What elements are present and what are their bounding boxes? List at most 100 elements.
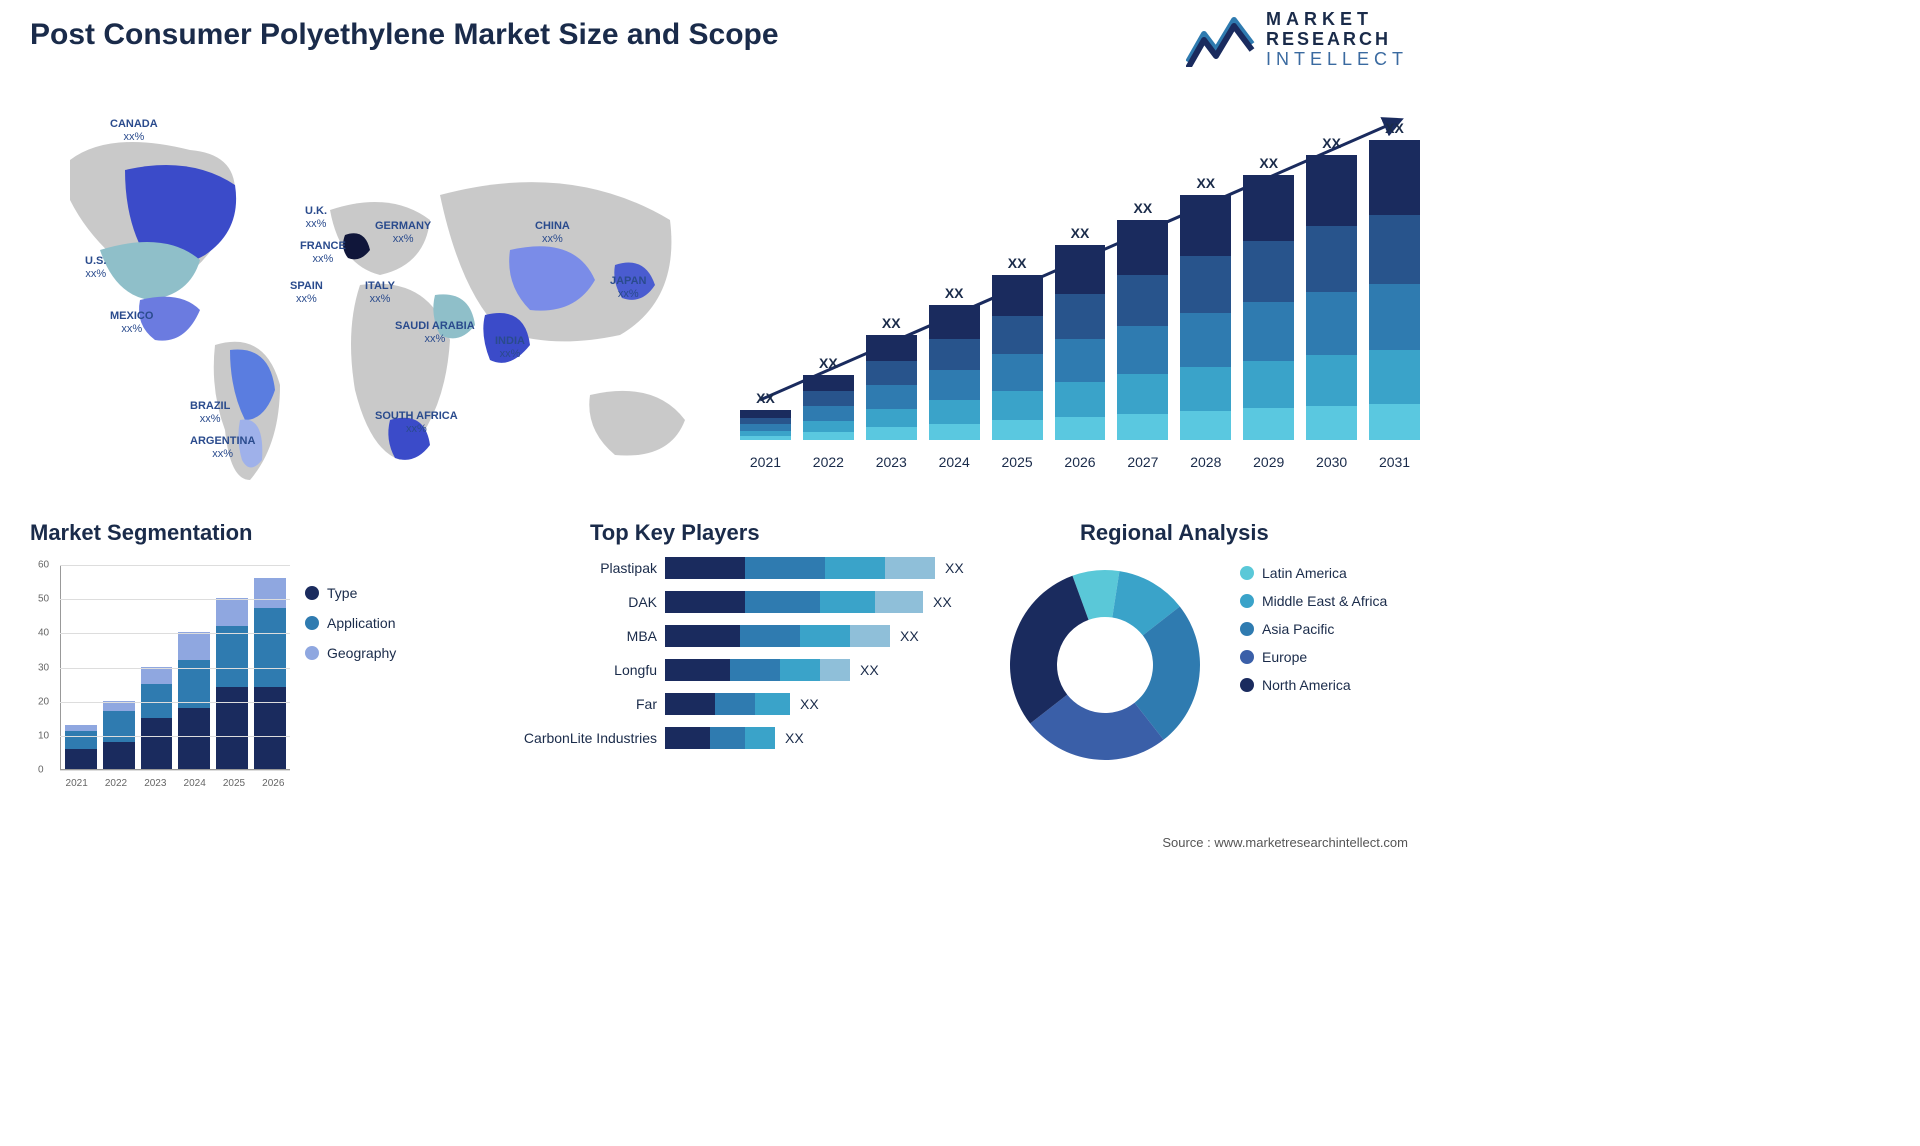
world-map: CANADAxx% U.S.xx% MEXICOxx% BRAZILxx% ARGENT… — [30, 100, 730, 500]
map-country-label: SAUDI ARABIAxx% — [395, 320, 475, 345]
map-country-label: SOUTH AFRICAxx% — [375, 410, 458, 435]
seg-legend-item: Application — [305, 615, 460, 631]
seg-legend-item: Geography — [305, 645, 460, 661]
map-country-label: JAPANxx% — [610, 275, 646, 300]
main-x-label: 2025 — [992, 454, 1043, 470]
regional-legend-item: Middle East & Africa — [1240, 593, 1420, 609]
seg-x-label: 2024 — [178, 778, 211, 789]
seg-gridline — [60, 736, 290, 737]
bar-value-label: XX — [756, 390, 775, 406]
source-label: Source : www.marketresearchintellect.com — [1162, 835, 1408, 850]
logo-text-2: RESEARCH — [1266, 30, 1408, 50]
seg-gridline — [60, 668, 290, 669]
seg-x-label: 2025 — [217, 778, 250, 789]
bar-value-label: XX — [1196, 175, 1215, 191]
main-bar-column: XX — [740, 390, 791, 440]
seg-y-label: 50 — [38, 594, 49, 605]
player-row: CarbonLite Industries XX — [500, 725, 980, 751]
player-value: XX — [860, 662, 879, 678]
seg-x-label: 2021 — [60, 778, 93, 789]
players-title: Top Key Players — [590, 520, 760, 546]
bar-value-label: XX — [819, 355, 838, 371]
segmentation-chart: 0102030405060 202120222023202420252026 T… — [30, 555, 460, 795]
map-country-label: U.K.xx% — [305, 205, 327, 230]
main-bar-column: XX — [803, 355, 854, 440]
seg-x-label: 2022 — [99, 778, 132, 789]
map-country-label: SPAINxx% — [290, 280, 323, 305]
player-name: Longfu — [500, 662, 665, 678]
main-bar-column: XX — [929, 285, 980, 440]
main-bar-column: XX — [1243, 155, 1294, 440]
main-x-label: 2028 — [1180, 454, 1231, 470]
seg-bar-column — [65, 725, 97, 769]
regional-legend-item: North America — [1240, 677, 1420, 693]
seg-gridline — [60, 599, 290, 600]
player-value: XX — [933, 594, 952, 610]
segmentation-title: Market Segmentation — [30, 520, 253, 546]
seg-x-label: 2023 — [139, 778, 172, 789]
player-value: XX — [945, 560, 964, 576]
market-size-chart: XXXXXXXXXXXXXXXXXXXXXX 20212022202320242… — [740, 100, 1420, 470]
player-name: CarbonLite Industries — [500, 730, 665, 746]
main-x-label: 2023 — [866, 454, 917, 470]
main-x-label: 2031 — [1369, 454, 1420, 470]
seg-gridline — [60, 702, 290, 703]
main-x-label: 2030 — [1306, 454, 1357, 470]
player-name: MBA — [500, 628, 665, 644]
player-value: XX — [900, 628, 919, 644]
map-country-label: GERMANYxx% — [375, 220, 431, 245]
player-row: DAK XX — [500, 589, 980, 615]
main-bar-column: XX — [1369, 120, 1420, 440]
donut-slice — [1010, 576, 1089, 724]
map-country-label: ITALYxx% — [365, 280, 395, 305]
regional-legend-item: Europe — [1240, 649, 1420, 665]
player-name: DAK — [500, 594, 665, 610]
map-country-label: CANADAxx% — [110, 118, 158, 143]
seg-y-label: 20 — [38, 696, 49, 707]
bar-value-label: XX — [1259, 155, 1278, 171]
main-x-label: 2022 — [803, 454, 854, 470]
logo-text-1: MARKET — [1266, 10, 1408, 30]
logo-mark-icon — [1186, 12, 1256, 67]
seg-bar-column — [254, 578, 286, 769]
main-x-label: 2021 — [740, 454, 791, 470]
regional-legend-item: Asia Pacific — [1240, 621, 1420, 637]
brand-logo: MARKET RESEARCH INTELLECT — [1186, 10, 1408, 69]
main-bar-column: XX — [866, 315, 917, 440]
seg-y-label: 40 — [38, 628, 49, 639]
bar-value-label: XX — [1071, 225, 1090, 241]
main-x-label: 2027 — [1117, 454, 1168, 470]
seg-y-label: 10 — [38, 730, 49, 741]
logo-text-3: INTELLECT — [1266, 50, 1408, 70]
main-bar-column: XX — [1055, 225, 1106, 440]
bar-value-label: XX — [1322, 135, 1341, 151]
main-bar-column: XX — [992, 255, 1043, 440]
bar-value-label: XX — [945, 285, 964, 301]
player-row: Longfu XX — [500, 657, 980, 683]
map-country-label: U.S.xx% — [85, 255, 106, 280]
player-row: MBA XX — [500, 623, 980, 649]
key-players-chart: PlastipakXXDAKXXMBAXXLongfuXXFarXXCarbon… — [500, 555, 980, 795]
seg-y-label: 30 — [38, 662, 49, 673]
seg-x-label: 2026 — [257, 778, 290, 789]
map-country-label: ARGENTINAxx% — [190, 435, 255, 460]
bar-value-label: XX — [882, 315, 901, 331]
map-country-label: BRAZILxx% — [190, 400, 230, 425]
player-row: FarXX — [500, 691, 980, 717]
regional-donut-icon — [1000, 560, 1210, 770]
seg-bar-column — [141, 667, 173, 769]
main-x-label: 2026 — [1055, 454, 1106, 470]
regional-legend-item: Latin America — [1240, 565, 1420, 581]
regional-title: Regional Analysis — [1080, 520, 1269, 546]
main-bar-column: XX — [1117, 200, 1168, 440]
bar-value-label: XX — [1385, 120, 1404, 136]
bar-value-label: XX — [1134, 200, 1153, 216]
player-value: XX — [785, 730, 804, 746]
bar-value-label: XX — [1008, 255, 1027, 271]
seg-y-label: 0 — [38, 765, 44, 776]
map-country-label: MEXICOxx% — [110, 310, 153, 335]
player-name: Far — [500, 696, 665, 712]
seg-legend-item: Type — [305, 585, 460, 601]
seg-gridline — [60, 565, 290, 566]
main-bar-column: XX — [1180, 175, 1231, 440]
